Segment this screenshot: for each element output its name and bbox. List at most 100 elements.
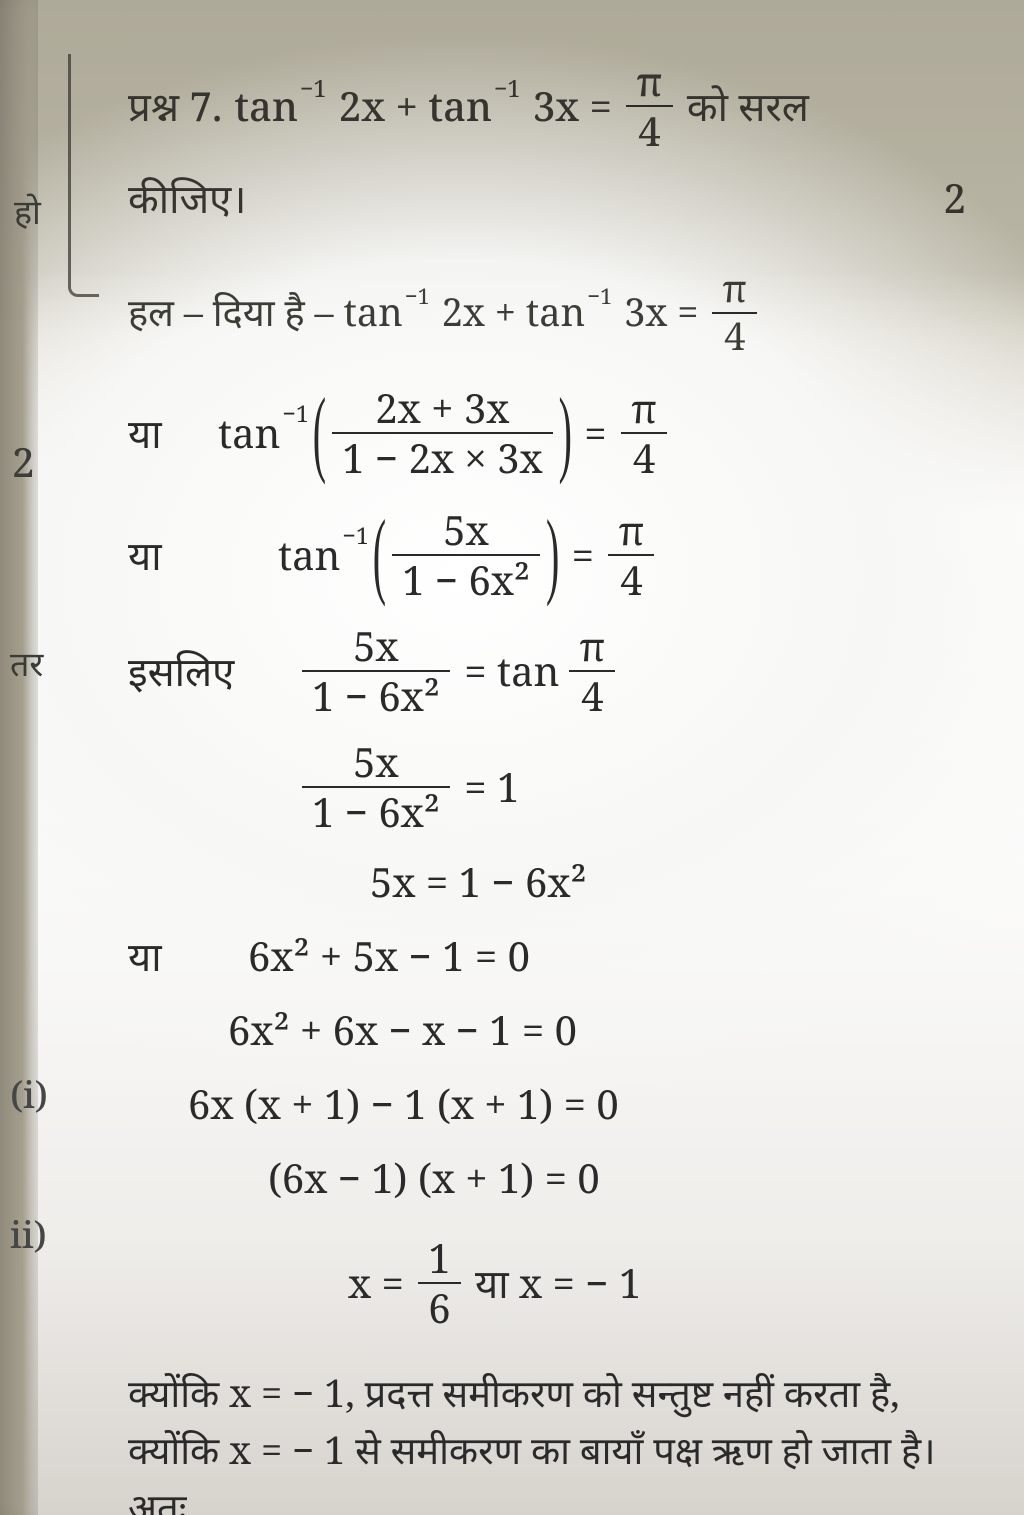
th-rhs-num: π bbox=[569, 625, 615, 667]
ya2-den: 1 − 6x² bbox=[392, 559, 540, 601]
rparen: ) bbox=[544, 495, 561, 615]
question-line2-text: कीजिए। bbox=[128, 170, 246, 225]
q-rhs-den: 4 bbox=[628, 110, 670, 152]
quad-l3: 6x (x + 1) − 1 (x + 1) = 0 bbox=[188, 1079, 619, 1129]
roots-or: या bbox=[465, 1258, 519, 1308]
q-rhs-frac: π 4 bbox=[626, 60, 672, 152]
th-rhs-frac: π 4 bbox=[569, 625, 615, 717]
sol-arg2: 3x bbox=[614, 289, 667, 337]
content: प्रश्न 7. tan −1 2x + tan −1 3x = π 4 को… bbox=[128, 60, 966, 1515]
ya2-num: 5x bbox=[433, 509, 498, 551]
th-eq: = bbox=[454, 646, 497, 696]
step-linear: 5x = 1 − 6x² bbox=[128, 857, 966, 907]
quad-l2: 6x² + 6x − x − 1 = 0 bbox=[228, 1005, 577, 1055]
rparen: ) bbox=[557, 373, 574, 493]
margin-label-i: (i) bbox=[10, 1070, 48, 1119]
question-line-2: कीजिए। 2 bbox=[128, 170, 966, 225]
th-frac: 5x 1 − 6x² bbox=[302, 625, 450, 717]
roots-frac: 1 6 bbox=[418, 1237, 460, 1329]
step-linear-text: 5x = 1 − 6x² bbox=[370, 857, 586, 907]
step-ya3: या 6x² + 5x − 1 = 0 bbox=[128, 931, 966, 981]
quad-line2: 6x² + 6x − x − 1 = 0 bbox=[128, 1005, 966, 1055]
explain-p1: क्योंकि x = − 1, प्रदत्त समीकरण को सन्तु… bbox=[128, 1365, 966, 1422]
explain-p2: क्योंकि x = − 1 से समीकरण का बायाँ पक्ष … bbox=[128, 1422, 966, 1515]
roots: x = 1 6 या x = − 1 bbox=[128, 1237, 966, 1329]
ya1-paren: ( 2x + 3x 1 − 2x × 3x ) bbox=[311, 387, 574, 479]
ya2-rhs-den: 4 bbox=[610, 559, 652, 601]
th-num: 5x bbox=[343, 625, 408, 667]
sol-plus: + bbox=[485, 289, 526, 337]
margin-label-tar: तर bbox=[10, 640, 43, 686]
sol-sup2: −1 bbox=[587, 283, 612, 311]
sol-rhs-frac: π 4 bbox=[712, 269, 757, 357]
step-therefore: इसलिए 5x 1 − 6x² = tan π 4 bbox=[128, 625, 966, 717]
quad-l4: (6x − 1) (x + 1) = 0 bbox=[268, 1153, 600, 1203]
eq1-eq: = bbox=[454, 762, 497, 812]
ya2-label: या bbox=[128, 530, 278, 580]
roots-num: 1 bbox=[418, 1237, 460, 1279]
ya2-fn: tan bbox=[278, 530, 340, 580]
ya1-frac: 2x + 3x 1 − 2x × 3x bbox=[332, 387, 552, 479]
sol-rhs-num: π bbox=[712, 269, 757, 309]
th-rhs-pre: tan bbox=[497, 646, 559, 696]
therefore-label: इसलिए bbox=[128, 646, 298, 696]
page: हो 2 तर (i) ii) प्रश्न 7. tan −1 2x + ta… bbox=[0, 0, 1024, 1515]
ya1-rhs-num: π bbox=[621, 387, 667, 429]
ya2-rhs: π 4 bbox=[608, 509, 654, 601]
q-plus: + bbox=[385, 81, 428, 131]
solution-given: हल – दिया है – tan −1 2x + tan −1 3x = π… bbox=[128, 269, 966, 357]
th-den: 1 − 6x² bbox=[302, 675, 450, 717]
ya1-num: 2x + 3x bbox=[365, 387, 519, 429]
sol-tan2: tan bbox=[526, 289, 585, 337]
margin-label-ho: हो bbox=[14, 188, 41, 234]
ya1-fn: tan bbox=[218, 408, 280, 458]
sol-sup1: −1 bbox=[405, 283, 430, 311]
ya1-rhs: π 4 bbox=[621, 387, 667, 479]
sol-label: हल – दिया है – bbox=[128, 289, 343, 337]
quad-line3: 6x (x + 1) − 1 (x + 1) = 0 bbox=[128, 1079, 966, 1129]
q-tan2: tan bbox=[428, 81, 492, 131]
q-rhs-num: π bbox=[626, 60, 672, 102]
step-ya1: या tan −1 ( 2x + 3x 1 − 2x × 3x ) = π 4 bbox=[128, 387, 966, 479]
margin-label-2: 2 bbox=[12, 434, 34, 489]
quad-l1: 6x² + 5x − 1 = 0 bbox=[248, 931, 530, 981]
step-ya2: या tan −1 ( 5x 1 − 6x² ) = π 4 bbox=[128, 509, 966, 601]
question-line-1: प्रश्न 7. tan −1 2x + tan −1 3x = π 4 को… bbox=[128, 60, 966, 152]
sol-rhs-den: 4 bbox=[714, 317, 755, 357]
explanation: क्योंकि x = − 1, प्रदत्त समीकरण को सन्तु… bbox=[128, 1365, 966, 1515]
ya2-eq: = bbox=[561, 530, 604, 580]
q-sup2: −1 bbox=[494, 74, 520, 103]
quad-line4: (6x − 1) (x + 1) = 0 bbox=[128, 1153, 966, 1203]
margin-label-ii: ii) bbox=[10, 1210, 47, 1259]
eq1-den: 1 − 6x² bbox=[302, 791, 450, 833]
question-marks: 2 bbox=[944, 170, 966, 225]
ya1-eq: = bbox=[574, 408, 617, 458]
ya1-label: या bbox=[128, 408, 218, 458]
question-label: प्रश्न 7. bbox=[128, 81, 222, 131]
sol-tan1: tan bbox=[343, 289, 402, 337]
ya1-rhs-den: 4 bbox=[623, 437, 665, 479]
ya1-den: 1 − 2x × 3x bbox=[332, 437, 552, 479]
roots-den: 6 bbox=[418, 1287, 460, 1329]
sol-eq: = bbox=[667, 289, 708, 337]
roots-xeq: x = bbox=[348, 1258, 414, 1308]
q-tail: को सरल bbox=[677, 81, 809, 131]
step-eq1: 5x 1 − 6x² = 1 bbox=[128, 741, 966, 833]
ya1-sup: −1 bbox=[282, 399, 308, 428]
q-arg1: 2x bbox=[328, 81, 385, 131]
eq1-rhs: 1 bbox=[497, 762, 519, 812]
eq1-num: 5x bbox=[343, 741, 408, 783]
ya2-sup: −1 bbox=[342, 521, 368, 550]
ya2-rhs-num: π bbox=[608, 509, 654, 551]
lparen: ( bbox=[311, 373, 328, 493]
ya2-paren: ( 5x 1 − 6x² ) bbox=[371, 509, 561, 601]
roots-x2: x = − 1 bbox=[519, 1258, 641, 1308]
eq1-frac: 5x 1 − 6x² bbox=[302, 741, 450, 833]
ya3-label: या bbox=[128, 931, 248, 981]
q-arg2: 3x bbox=[522, 81, 579, 131]
q-tan1: tan bbox=[234, 81, 298, 131]
q-sup1: −1 bbox=[300, 74, 326, 103]
q-eq: = bbox=[579, 81, 622, 131]
sol-arg1: 2x bbox=[432, 289, 485, 337]
ya2-frac: 5x 1 − 6x² bbox=[392, 509, 540, 601]
